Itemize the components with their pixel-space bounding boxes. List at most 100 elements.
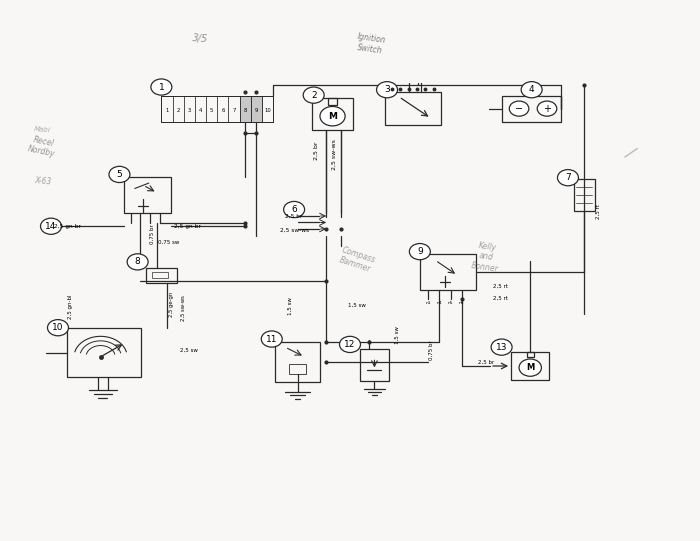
- Text: 2,5 br: 2,5 br: [478, 360, 494, 365]
- Bar: [162, 96, 273, 122]
- Text: 2,5 sw-ws: 2,5 sw-ws: [332, 139, 337, 170]
- Circle shape: [303, 87, 324, 103]
- Circle shape: [537, 101, 556, 116]
- Text: 8: 8: [134, 258, 141, 266]
- Bar: [526, 352, 533, 358]
- Text: M: M: [328, 111, 337, 121]
- Text: /: /: [622, 143, 636, 161]
- Text: 5: 5: [210, 108, 214, 113]
- Text: 12: 12: [344, 340, 356, 349]
- Text: Ignition
Switch: Ignition Switch: [356, 32, 386, 56]
- Circle shape: [522, 82, 542, 98]
- Text: n5: n5: [448, 301, 454, 306]
- Text: 2,5 sw-ws: 2,5 sw-ws: [181, 295, 186, 321]
- Text: n1: n1: [426, 301, 431, 306]
- Bar: [67, 328, 141, 377]
- Text: 0,75 br: 0,75 br: [429, 340, 434, 360]
- Text: 2,5 rt: 2,5 rt: [493, 284, 507, 289]
- Text: n4: n4: [437, 301, 442, 306]
- Text: 14: 14: [46, 222, 57, 231]
- Text: 1,5 sw: 1,5 sw: [395, 326, 400, 344]
- Text: Recel
Nordby: Recel Nordby: [27, 134, 58, 159]
- Text: 2,5 gn-br: 2,5 gn-br: [55, 224, 81, 229]
- Bar: [228, 96, 239, 122]
- Text: 6: 6: [221, 108, 225, 113]
- Text: 2,5 br: 2,5 br: [314, 141, 319, 160]
- Text: 10: 10: [264, 108, 271, 113]
- Circle shape: [491, 339, 512, 355]
- Text: M: M: [526, 363, 534, 372]
- Text: 7: 7: [232, 108, 236, 113]
- Text: 1,5 sw: 1,5 sw: [348, 303, 366, 308]
- Text: 13: 13: [496, 342, 508, 352]
- Bar: [262, 96, 273, 122]
- Bar: [328, 98, 337, 105]
- Bar: [153, 272, 168, 278]
- Text: X-63: X-63: [34, 176, 52, 187]
- Text: 10: 10: [52, 323, 64, 332]
- Text: 2,5 rt: 2,5 rt: [596, 204, 601, 219]
- Circle shape: [519, 359, 541, 376]
- Bar: [183, 96, 195, 122]
- Text: 4: 4: [528, 85, 535, 94]
- Circle shape: [48, 320, 69, 336]
- Text: 8: 8: [244, 108, 247, 113]
- Text: 6: 6: [291, 205, 297, 214]
- Bar: [251, 96, 262, 122]
- Text: 0,75 br: 0,75 br: [150, 225, 155, 244]
- Text: −: −: [515, 104, 523, 114]
- Bar: [251, 96, 262, 122]
- Circle shape: [109, 166, 130, 182]
- Text: 3: 3: [188, 108, 191, 113]
- Text: n6: n6: [459, 301, 465, 306]
- Bar: [239, 96, 251, 122]
- Text: 2,5 ge-gn: 2,5 ge-gn: [169, 292, 174, 316]
- Circle shape: [41, 218, 62, 234]
- Bar: [385, 93, 441, 125]
- Text: 11: 11: [266, 334, 277, 344]
- Bar: [573, 179, 594, 210]
- Bar: [502, 96, 561, 122]
- Text: 2,5 br: 2,5 br: [286, 214, 303, 219]
- Circle shape: [510, 101, 528, 116]
- Text: 2: 2: [176, 108, 180, 113]
- Text: 2,5 rt: 2,5 rt: [493, 296, 507, 301]
- Text: 2,5 gn-bl: 2,5 gn-bl: [68, 294, 73, 319]
- Bar: [206, 96, 217, 122]
- Text: 5: 5: [117, 170, 122, 179]
- Text: 9: 9: [255, 108, 258, 113]
- Bar: [275, 342, 321, 382]
- Bar: [289, 364, 306, 374]
- Text: 3/5: 3/5: [192, 33, 208, 44]
- Text: 1,5 sw: 1,5 sw: [288, 296, 293, 314]
- Bar: [312, 98, 354, 130]
- Circle shape: [557, 169, 578, 186]
- Circle shape: [261, 331, 282, 347]
- Bar: [162, 96, 173, 122]
- Text: Kelly
and
Bonner: Kelly and Bonner: [470, 240, 502, 274]
- Text: 1: 1: [158, 83, 164, 91]
- Text: 2,5 sw: 2,5 sw: [181, 348, 198, 353]
- Text: 2: 2: [311, 91, 316, 100]
- Circle shape: [284, 201, 304, 217]
- Text: Mabi: Mabi: [34, 127, 51, 134]
- Text: 3: 3: [384, 85, 390, 94]
- Bar: [511, 352, 550, 380]
- Bar: [360, 349, 389, 380]
- Text: 9: 9: [417, 247, 423, 256]
- Text: +: +: [543, 104, 551, 114]
- Text: 4: 4: [199, 108, 202, 113]
- Bar: [239, 96, 251, 122]
- Bar: [124, 176, 172, 213]
- Text: 0,75 sw: 0,75 sw: [158, 240, 179, 245]
- Circle shape: [127, 254, 148, 270]
- Circle shape: [151, 79, 172, 95]
- Bar: [217, 96, 228, 122]
- Text: 7: 7: [565, 173, 570, 182]
- Bar: [146, 268, 177, 283]
- Bar: [195, 96, 206, 122]
- Bar: [420, 254, 476, 291]
- Circle shape: [410, 243, 430, 260]
- Text: Compass
Bammer: Compass Bammer: [337, 245, 377, 274]
- Text: 2,5 sw-ws: 2,5 sw-ws: [279, 228, 309, 233]
